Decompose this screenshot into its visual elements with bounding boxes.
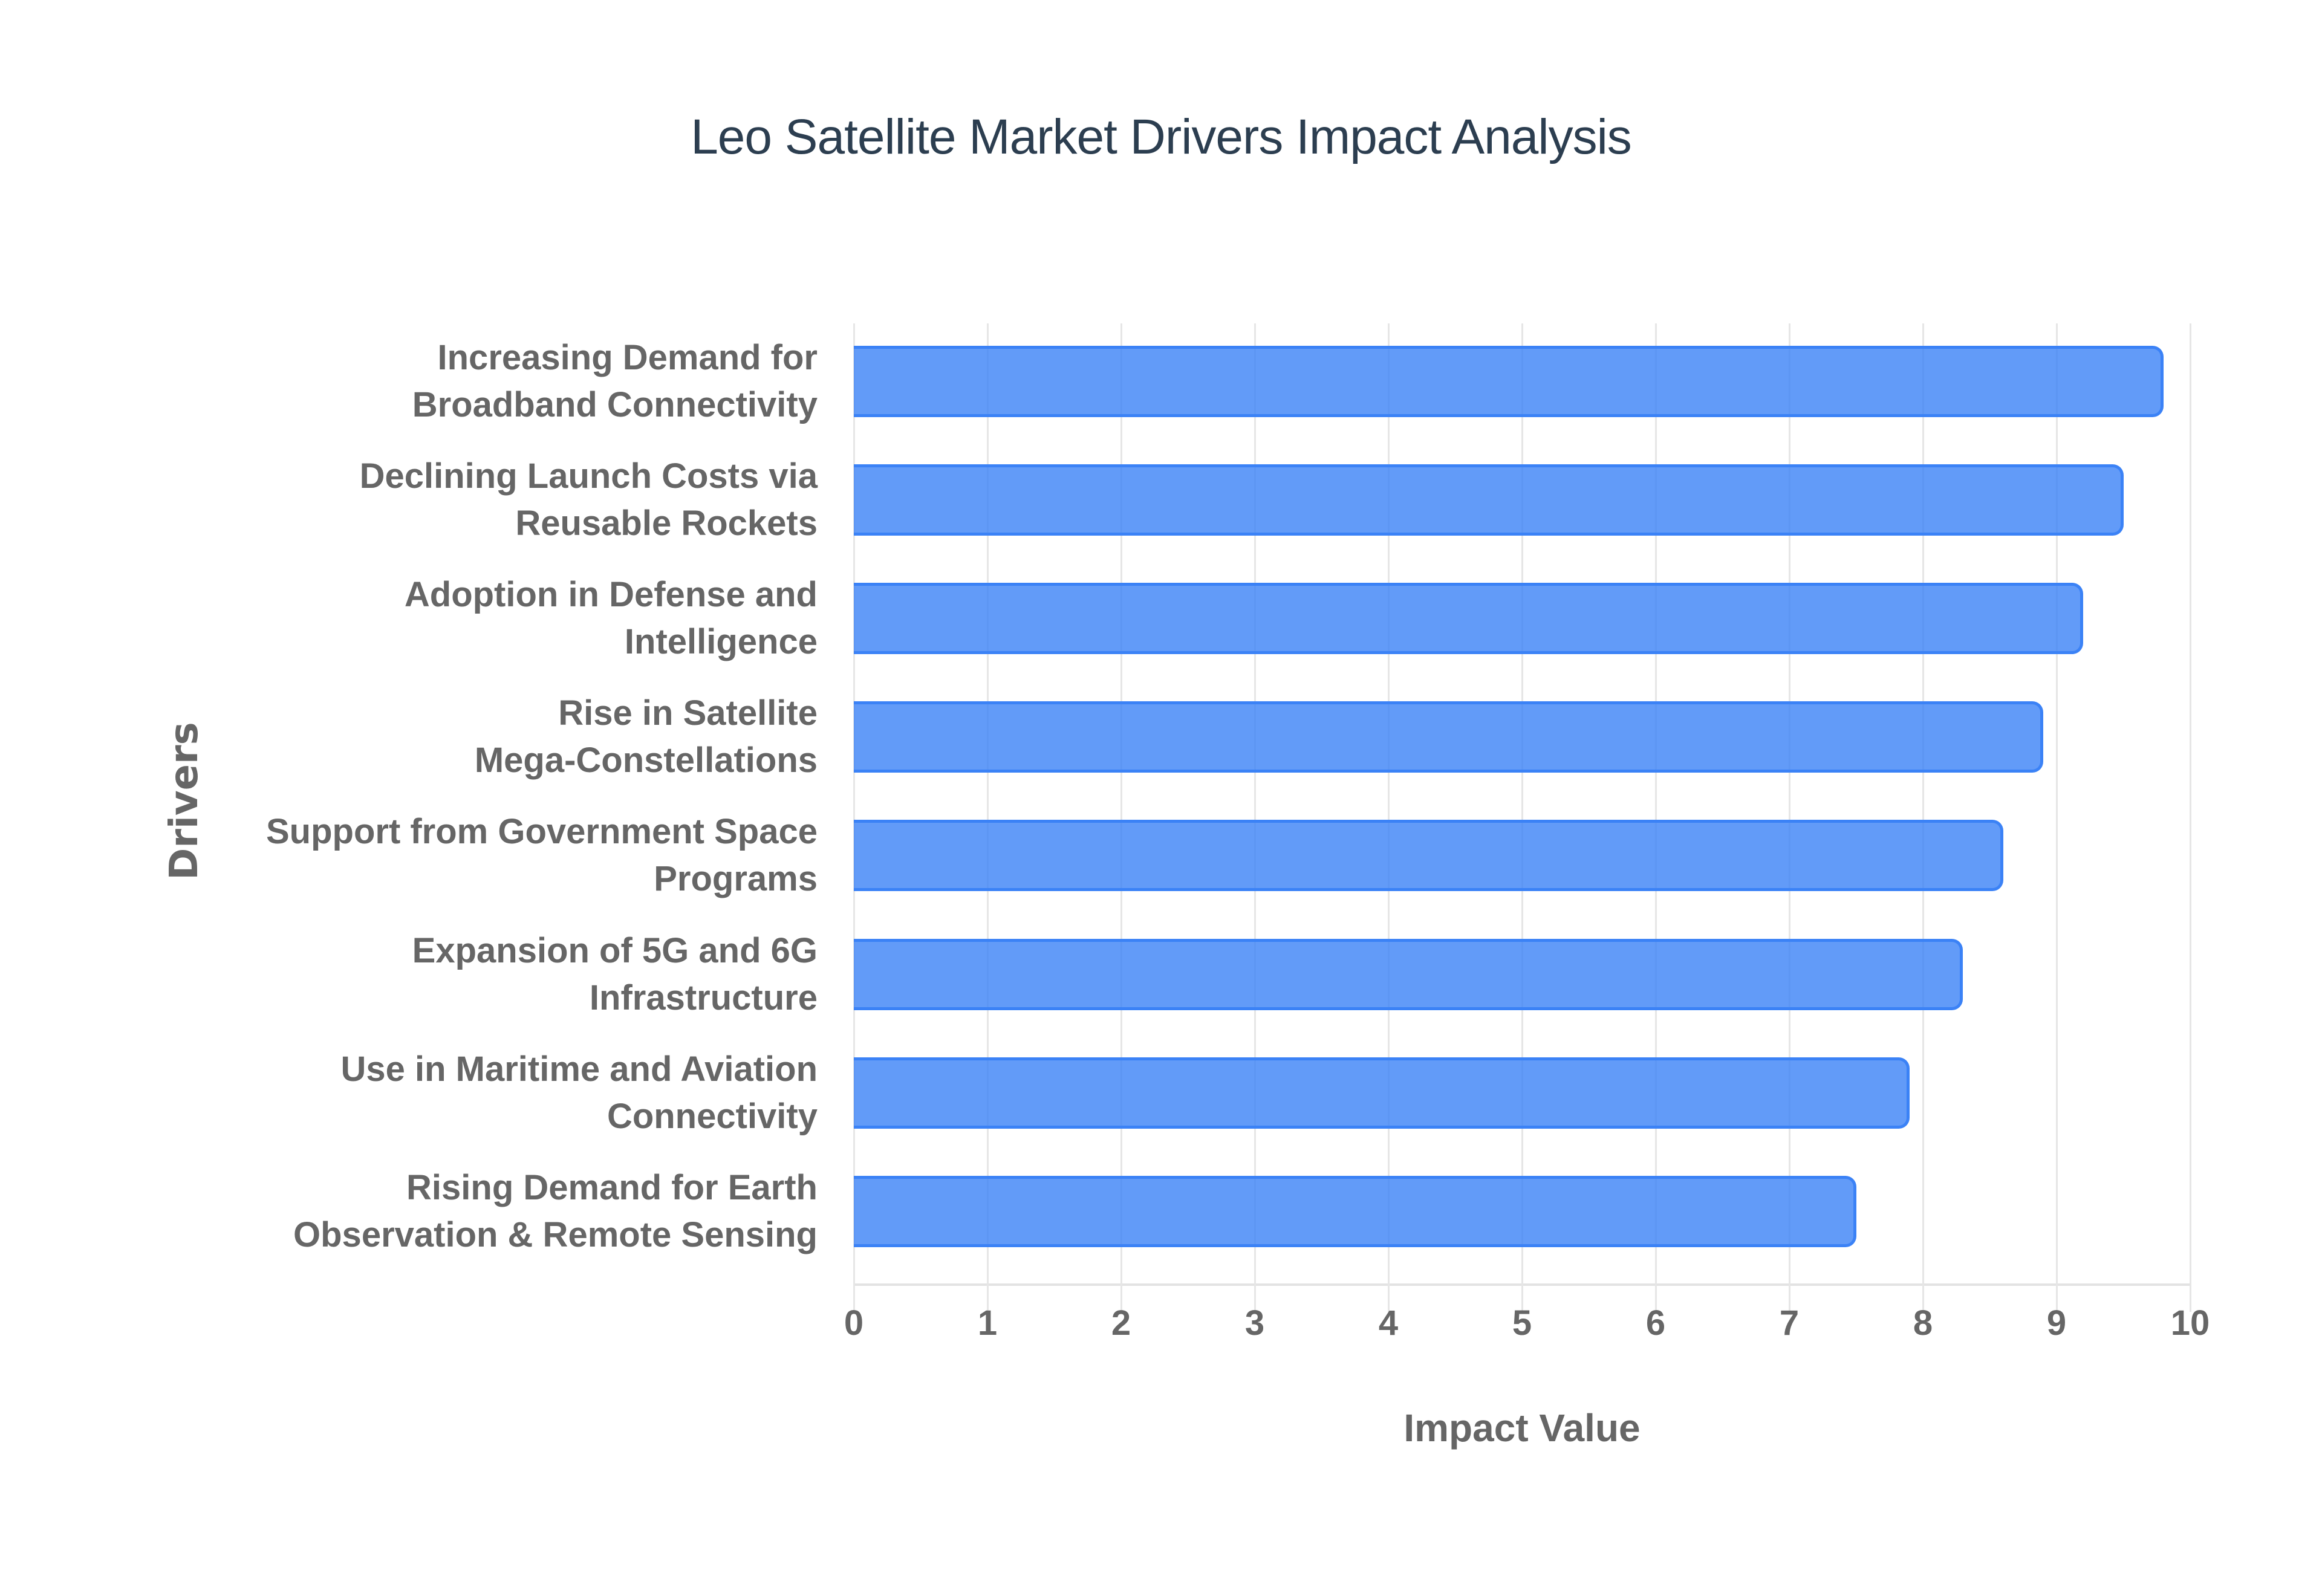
- bar-row: [854, 583, 2190, 655]
- bar[interactable]: [854, 701, 2043, 773]
- bar-row: [854, 1057, 2190, 1129]
- bar[interactable]: [854, 938, 1963, 1010]
- tick-mark: [1120, 1285, 1122, 1312]
- x-tick-label: 3: [1244, 1303, 1265, 1343]
- tick-mark: [1254, 1285, 1256, 1312]
- bar[interactable]: [854, 1057, 1910, 1129]
- category-label-line2: Reusable Rockets: [515, 504, 818, 543]
- x-tick-label: 2: [1111, 1303, 1131, 1343]
- tick-mark: [1521, 1285, 1523, 1312]
- x-tick-label: 4: [1378, 1303, 1399, 1343]
- x-axis-title: Impact Value: [1403, 1406, 1641, 1450]
- category-label-line2: Observation & Remote Sensing: [293, 1215, 818, 1254]
- x-tick-label: 5: [1512, 1303, 1532, 1343]
- bar[interactable]: [854, 820, 2003, 892]
- category-label-line1: Support from Government Space: [265, 812, 818, 852]
- category-label-line1: Declining Launch Costs via: [359, 456, 818, 496]
- category-label-line1: Rising Demand for Earth: [406, 1167, 818, 1207]
- x-tick-label: 9: [2046, 1303, 2067, 1343]
- tick-mark: [1922, 1285, 1924, 1312]
- x-tick-label: 6: [1645, 1303, 1666, 1343]
- tick-mark: [1655, 1285, 1657, 1312]
- category-label-line2: Intelligence: [624, 622, 818, 662]
- category-label: Expansion of 5G and 6G Infrastructure: [152, 927, 818, 1022]
- bar-row: [854, 820, 2190, 892]
- gridline: [1789, 323, 1790, 1285]
- tick-mark: [2190, 1285, 2191, 1312]
- category-label-line1: Adoption in Defense and: [404, 575, 818, 615]
- category-label: Support from Government Space Programs: [152, 808, 818, 903]
- category-label: Rising Demand for Earth Observation & Rem…: [152, 1164, 818, 1259]
- plot-area: [853, 323, 2191, 1312]
- category-label: Rise in Satellite Mega-Constellations: [152, 690, 818, 784]
- gridline: [1120, 323, 1122, 1285]
- category-label-line1: Expansion of 5G and 6G: [412, 930, 818, 970]
- bar-row: [854, 346, 2190, 417]
- category-label-line2: Programs: [654, 859, 818, 899]
- x-tick-label: 8: [1913, 1303, 1933, 1343]
- bar[interactable]: [854, 583, 2084, 655]
- bar-row: [854, 464, 2190, 536]
- tick-mark: [1388, 1285, 1390, 1312]
- category-label-line1: Rise in Satellite: [558, 693, 818, 733]
- category-label-line2: Broadband Connectivity: [412, 385, 818, 424]
- category-label-line2: Infrastructure: [589, 978, 818, 1017]
- gridline: [987, 323, 989, 1285]
- bar[interactable]: [854, 346, 2164, 417]
- category-label: Adoption in Defense and Intelligence: [152, 571, 818, 666]
- category-label-line1: Use in Maritime and Aviation: [340, 1049, 818, 1089]
- category-label-line2: Connectivity: [607, 1096, 818, 1136]
- tick-mark: [853, 1285, 855, 1312]
- bar-row: [854, 938, 2190, 1010]
- gridline: [853, 323, 855, 1285]
- category-label: Increasing Demand for Broadband Connectiv…: [152, 334, 818, 429]
- gridline: [2056, 323, 2058, 1285]
- tick-mark: [2056, 1285, 2058, 1312]
- gridline: [1521, 323, 1523, 1285]
- gridline: [1922, 323, 1924, 1285]
- x-tick-label: 7: [1779, 1303, 1800, 1343]
- category-label: Use in Maritime and Aviation Connectivity: [152, 1046, 818, 1140]
- chart-title: Leo Satellite Market Drivers Impact Anal…: [691, 109, 1632, 164]
- gridline: [1254, 323, 1256, 1285]
- tick-mark: [1789, 1285, 1790, 1312]
- x-tick-label: 10: [2170, 1303, 2210, 1343]
- bar[interactable]: [854, 1175, 1856, 1247]
- category-label-line1: Increasing Demand for: [437, 338, 818, 377]
- category-label-line2: Mega-Constellations: [474, 741, 818, 780]
- tick-mark: [987, 1285, 989, 1312]
- x-tick-label: 1: [977, 1303, 998, 1343]
- gridline: [1655, 323, 1657, 1285]
- bar[interactable]: [854, 464, 2124, 536]
- gridline: [2190, 323, 2191, 1285]
- gridline: [1388, 323, 1390, 1285]
- bar-row: [854, 1175, 2190, 1247]
- x-tick-label: 0: [844, 1303, 864, 1343]
- bar-row: [854, 701, 2190, 773]
- category-label: Declining Launch Costs via Reusable Rocke…: [152, 453, 818, 547]
